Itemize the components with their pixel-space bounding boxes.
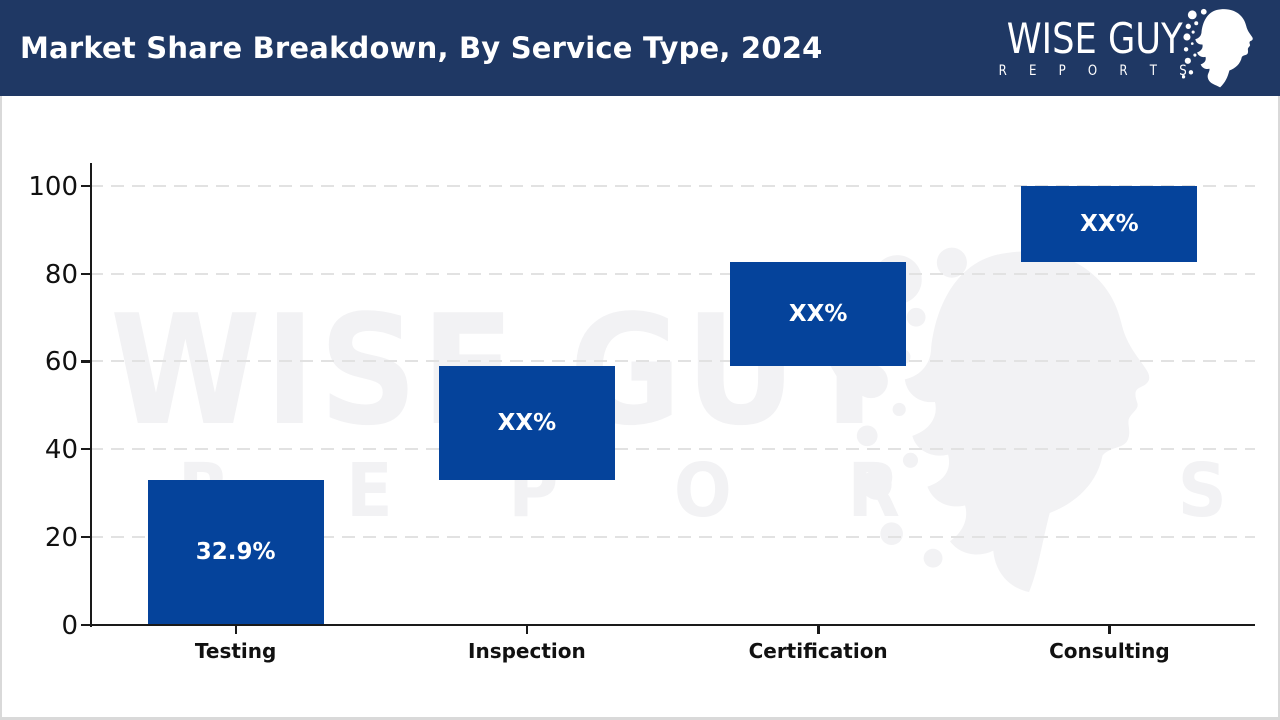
gridline-80 [90, 272, 1255, 275]
bar-certification: XX% [730, 262, 907, 367]
y-tick-label-40: 40 [44, 435, 78, 466]
y-tick-mark-60 [81, 360, 90, 363]
bar-value-label: 32.9% [195, 539, 276, 566]
x-tick-mark-consulting [1108, 624, 1111, 634]
bar-value-label: XX% [1080, 211, 1139, 238]
x-tick-mark-certification [817, 624, 820, 634]
gridline-100 [90, 185, 1255, 187]
y-tick-mark-80 [81, 272, 90, 276]
x-tick-mark-inspection [525, 624, 529, 634]
chart-area: WISE GUY R E P O R T S 0 20 40 60 80 100 32.9%… [2, 96, 1278, 717]
y-tick-label-80: 80 [44, 259, 78, 290]
wiseguy-logo: WISE GUY R E P O R T S [955, 6, 1260, 90]
gridline-60 [90, 360, 1255, 363]
y-tick-mark-20 [81, 535, 90, 539]
y-tick-mark-40 [81, 448, 90, 451]
gridline-40 [90, 448, 1255, 451]
logo-subtitle: R E P O R T S [998, 62, 1196, 79]
y-tick-mark-0 [81, 623, 90, 626]
y-tick-label-100: 100 [28, 172, 78, 202]
y-axis-spine [90, 163, 93, 627]
x-axis-label-consulting: Consulting [1049, 638, 1170, 663]
logo-wordmark: WISE GUY [1006, 13, 1183, 63]
header: Market Share Breakdown, By Service Type,… [0, 0, 1280, 96]
wiseguy-logo-text: WISE GUY R E P O R T S [994, 13, 1196, 79]
x-axis-label-testing: Testing [194, 638, 277, 663]
bar-value-label: XX% [788, 301, 848, 328]
bar-consulting: XX% [1021, 186, 1198, 263]
x-axis-label-inspection: Inspection [468, 638, 586, 663]
dotted-face-profile-watermark [854, 247, 1150, 593]
y-tick-mark-100 [81, 185, 90, 188]
x-axis-spine [90, 623, 1255, 627]
bar-value-label: XX% [497, 410, 557, 437]
x-tick-mark-testing [234, 624, 238, 634]
y-tick-label-0: 0 [61, 610, 78, 641]
bar-inspection: XX% [438, 366, 615, 481]
bar-testing: 32.9% [147, 480, 324, 625]
y-tick-label-60: 60 [44, 347, 78, 378]
page-title: Market Share Breakdown, By Service Type,… [20, 31, 823, 65]
dotted-face-profile-icon [1182, 8, 1253, 88]
x-axis-label-certification: Certification [748, 638, 888, 663]
y-tick-label-20: 20 [44, 522, 78, 553]
gridline-20 [90, 535, 1255, 538]
